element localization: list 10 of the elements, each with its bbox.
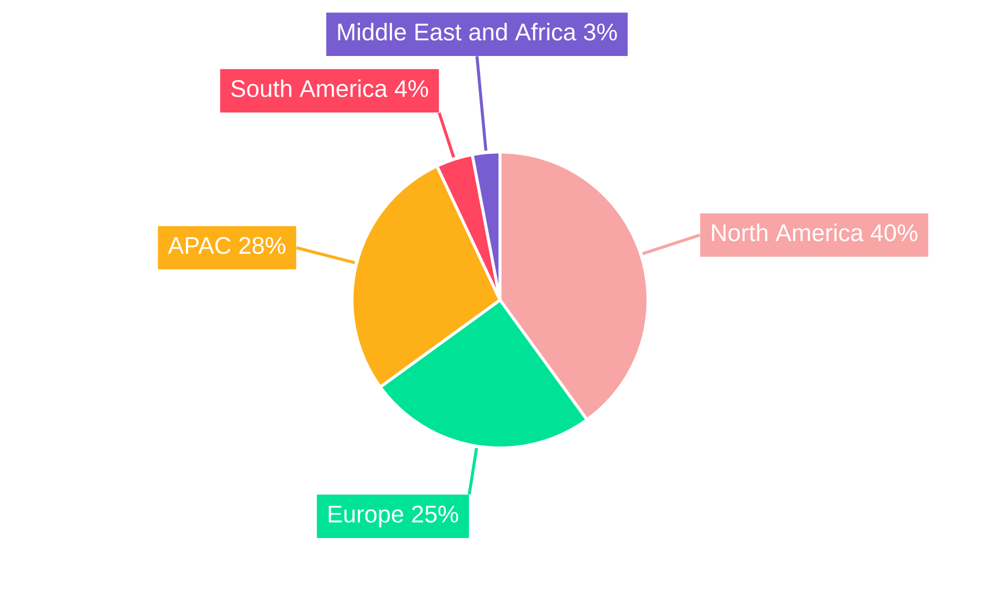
data-label: 3% <box>584 24 617 41</box>
slice-label: APAC <box>168 236 231 254</box>
slice-label: North America <box>712 224 864 242</box>
data-label: 28% <box>239 236 286 254</box>
data-label: 25% <box>412 506 458 523</box>
data-label: 40% <box>870 224 918 242</box>
data-label: 4% <box>394 80 428 97</box>
slice-label: South America <box>231 79 388 98</box>
slice-label: Middle East and Africa <box>338 22 576 41</box>
slice-label: Europe <box>328 506 404 528</box>
